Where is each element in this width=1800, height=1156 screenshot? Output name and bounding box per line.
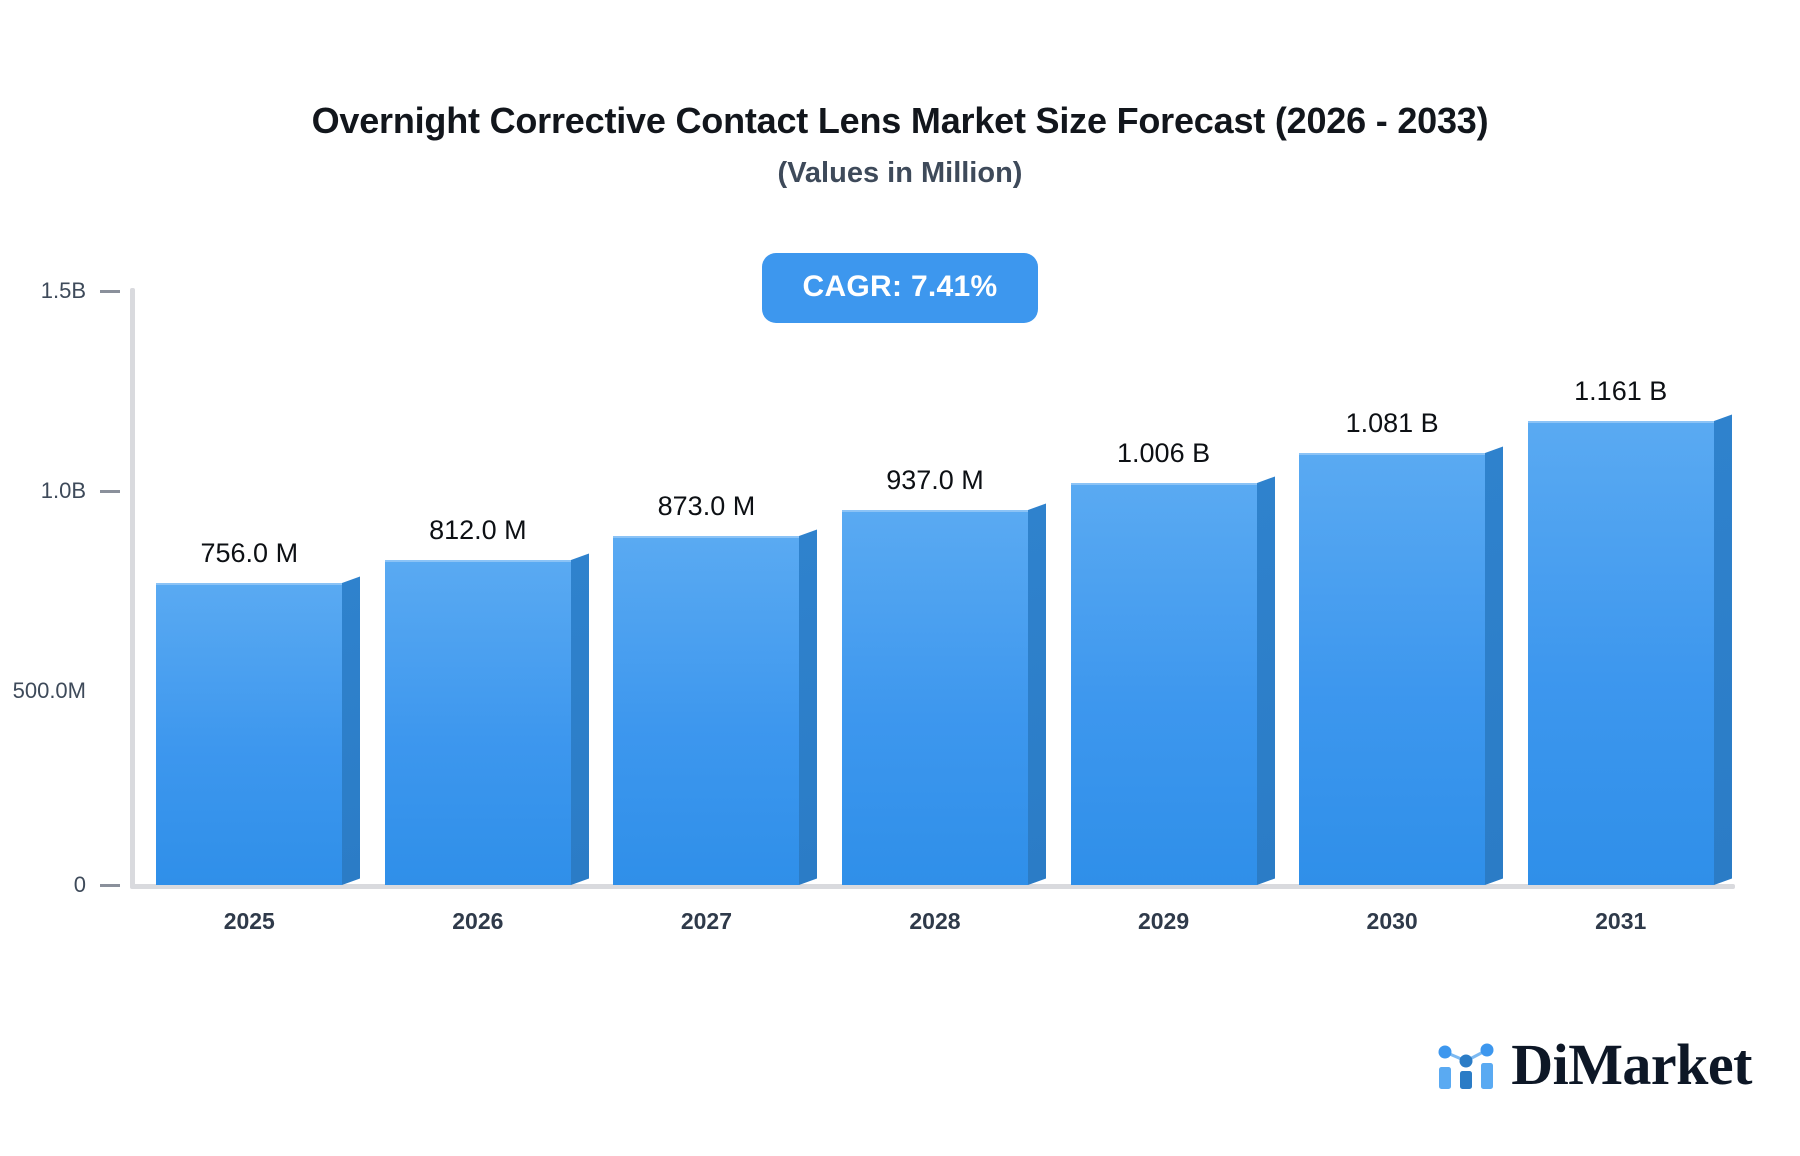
- bar-body: [1070, 476, 1275, 885]
- bar-body: [1527, 414, 1732, 885]
- bar-body: [842, 503, 1046, 885]
- bar-front-face: [384, 560, 571, 885]
- bar-value-label: 937.0 M: [886, 465, 984, 496]
- bar-value-label: 873.0 M: [657, 490, 756, 521]
- bar-2028[interactable]: 937.0 M: [842, 465, 1046, 885]
- bar-body: [384, 553, 589, 885]
- y-axis-tick-1: 500.0M: [0, 678, 130, 704]
- bar-2029[interactable]: 1.006 B: [1070, 438, 1275, 885]
- bar-2030[interactable]: 1.081 B: [1299, 408, 1504, 885]
- bar-front-face: [1527, 420, 1714, 885]
- bar-side-face: [570, 553, 589, 885]
- bar-front-face: [156, 582, 343, 885]
- x-axis-label-2031: 2031: [1595, 908, 1647, 934]
- bar-side-face: [1256, 476, 1275, 885]
- y-axis-tick-label-3: 1.5B: [40, 278, 86, 303]
- bar-body: [613, 529, 818, 885]
- logo-text: DiMarket: [1511, 1032, 1752, 1097]
- y-axis-line: [130, 288, 135, 888]
- x-axis-label-2029: 2029: [1137, 908, 1190, 934]
- y-axis-tick-dash-2: [100, 489, 120, 493]
- y-axis-tick-0: 0: [0, 872, 130, 898]
- y-axis-tick-dash-3: [100, 289, 120, 293]
- bar-value-label: 1.161 B: [1574, 375, 1668, 406]
- bar-body: [1299, 446, 1504, 885]
- x-axis-label-2030: 2030: [1366, 908, 1418, 934]
- x-axis-label-2027: 2027: [680, 908, 732, 934]
- bar-value-label: 812.0 M: [429, 515, 527, 546]
- y-axis-tick-label-1: 500.0M: [12, 678, 86, 703]
- bar-front-face: [842, 510, 1028, 885]
- bar-side-face: [799, 529, 818, 885]
- page-title: Overnight Corrective Contact Lens Market…: [311, 100, 1489, 141]
- bar-chart-icon: [1438, 1043, 1494, 1089]
- y-axis-tick-label-2: 1.0B: [40, 478, 86, 503]
- bar-2027[interactable]: 873.0 M: [613, 491, 818, 885]
- bar-side-face: [1713, 414, 1732, 885]
- bar-side-face: [342, 576, 361, 885]
- bar-value-label: 756.0 M: [200, 537, 299, 568]
- bar-2031[interactable]: 1.161 B: [1527, 376, 1732, 885]
- title-block: Overnight Corrective Contact Lens Market…: [0, 100, 1800, 190]
- chart-subtitle: (Values in Million): [777, 157, 1023, 190]
- x-axis-label-2025: 2025: [223, 908, 275, 934]
- x-axis-line: [130, 884, 1735, 889]
- bar-body: [156, 576, 361, 885]
- x-axis-label-2028: 2028: [909, 908, 961, 934]
- bar-front-face: [1299, 452, 1486, 885]
- y-axis-tick-3: 1.5B: [0, 278, 130, 304]
- bar-value-label: 1.006 B: [1117, 437, 1211, 468]
- bar-value-label: 1.081 B: [1345, 407, 1439, 438]
- bar-side-face: [1028, 503, 1046, 885]
- x-axis-label-2026: 2026: [452, 908, 504, 934]
- y-axis-tick-label-0: 0: [73, 872, 86, 897]
- bar-side-face: [1485, 446, 1504, 885]
- bar-front-face: [613, 535, 800, 885]
- y-axis-tick-2: 1.0B: [0, 478, 130, 504]
- bar-2026[interactable]: 812.0 M: [384, 515, 589, 885]
- bar-front-face: [1070, 482, 1257, 885]
- dimarket-logo: DiMarket: [1435, 1036, 1752, 1094]
- bar-2025[interactable]: 756.0 M: [156, 538, 361, 885]
- bars-layer: 756.0 M 812.0 M 873.0 M 937.0 M 1.006 B 1.081…: [135, 288, 1735, 885]
- y-axis-tick-dash-0: [100, 883, 120, 887]
